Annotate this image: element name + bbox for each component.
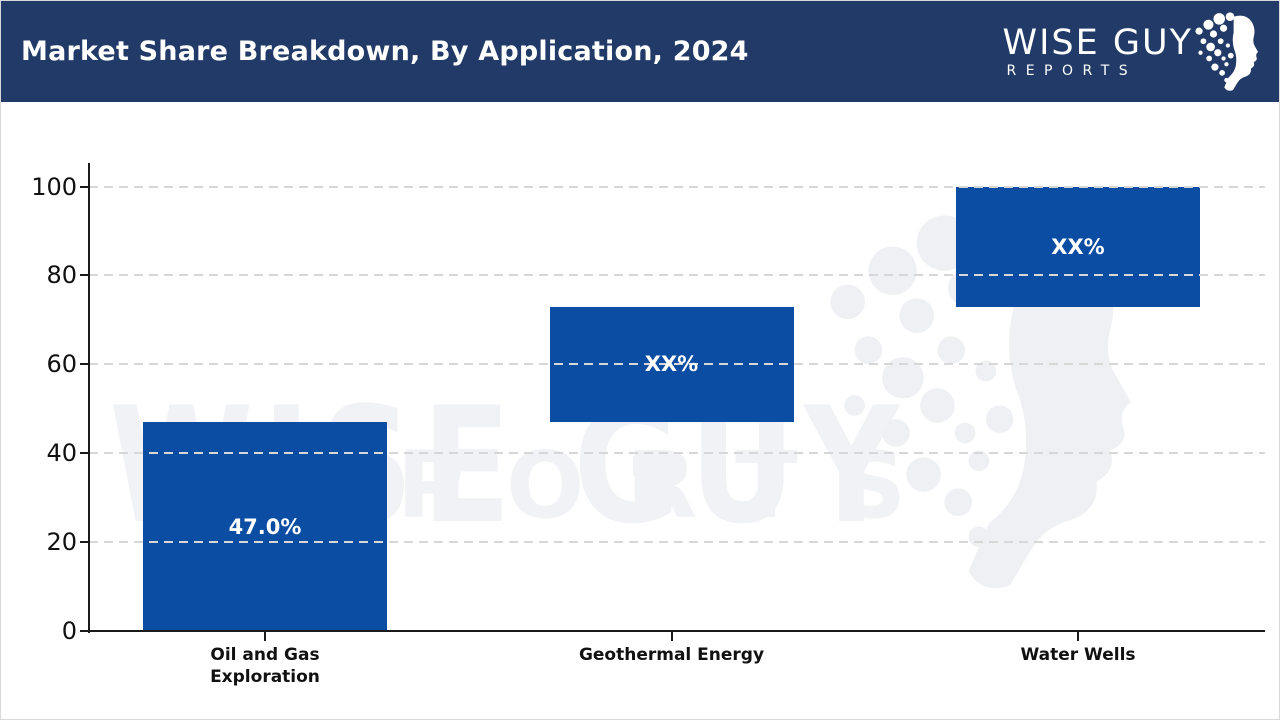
wise-guy-reports-logo: WISE GUY REPORTS: [1002, 11, 1261, 92]
y-axis-tick: [80, 274, 89, 277]
x-tick-label: Geothermal Energy: [578, 645, 765, 665]
bar: [143, 422, 387, 631]
y-axis-tick: [80, 541, 89, 544]
chart-title: Market Share Breakdown, By Application, …: [21, 36, 749, 67]
x-axis-tick: [670, 632, 673, 641]
bar-value-label: XX%: [644, 352, 699, 377]
bar-value-label: 47.0%: [228, 514, 302, 539]
logo-subtext: REPORTS: [1006, 62, 1138, 79]
y-axis-tick: [80, 452, 89, 455]
gridline: [89, 274, 1265, 277]
gridline: [89, 185, 1265, 188]
y-tick-label: 40: [46, 439, 77, 468]
logo-text: WISE GUY REPORTS: [1002, 22, 1193, 79]
x-tick-label: Oil and Gas Exploration: [210, 645, 320, 688]
x-tick-label: Water Wells: [1020, 645, 1136, 665]
y-tick-label: 0: [61, 617, 77, 645]
gridline: [89, 541, 1265, 544]
y-tick-label: 20: [46, 528, 77, 557]
logo-wordmark: WISE GUY: [1002, 22, 1193, 63]
y-tick-label: 100: [31, 172, 77, 201]
gridline: [89, 452, 1265, 455]
x-axis-spine: [87, 630, 1265, 632]
y-axis-tick: [80, 363, 89, 366]
y-axis-tick: [80, 185, 89, 188]
y-tick-label: 80: [46, 261, 77, 290]
chart-area: WISE GUY REPORTS 47.0% XX% XX% 0 20 40 60 80 100…: [1, 102, 1279, 719]
bar-value-label: XX%: [1051, 234, 1105, 259]
bar: [956, 186, 1200, 307]
y-axis-tick: [80, 630, 89, 632]
y-tick-label: 60: [46, 350, 77, 379]
x-axis-tick: [1077, 632, 1079, 641]
y-axis-spine: [88, 163, 90, 633]
header-bar: Market Share Breakdown, By Application, …: [1, 1, 1279, 102]
gridline: [89, 363, 1265, 366]
x-axis-tick: [264, 632, 266, 641]
dotted-head-icon: [1195, 11, 1259, 91]
